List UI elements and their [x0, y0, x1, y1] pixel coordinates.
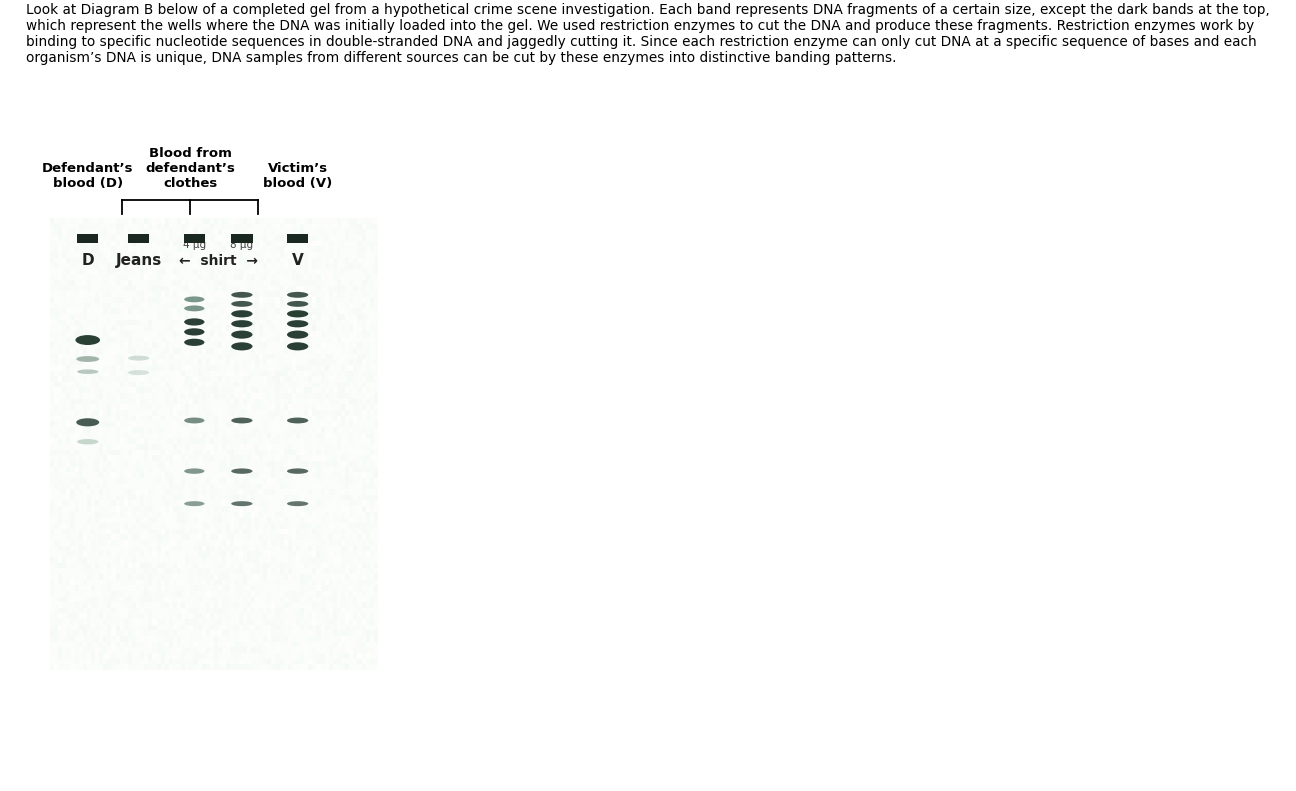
- Ellipse shape: [184, 468, 205, 474]
- Ellipse shape: [286, 418, 308, 423]
- Ellipse shape: [286, 310, 308, 317]
- Ellipse shape: [231, 292, 253, 297]
- FancyBboxPatch shape: [76, 234, 98, 243]
- Ellipse shape: [231, 418, 253, 423]
- Ellipse shape: [286, 343, 308, 350]
- Ellipse shape: [286, 292, 308, 297]
- Ellipse shape: [76, 439, 98, 445]
- Text: V: V: [292, 253, 303, 268]
- Ellipse shape: [184, 305, 205, 312]
- Ellipse shape: [75, 335, 100, 345]
- Text: Blood from
defendant’s
clothes: Blood from defendant’s clothes: [145, 147, 235, 190]
- Ellipse shape: [128, 356, 149, 361]
- FancyBboxPatch shape: [231, 234, 253, 243]
- Ellipse shape: [128, 370, 149, 375]
- Ellipse shape: [76, 356, 100, 362]
- Ellipse shape: [184, 339, 205, 346]
- Text: 8 μg: 8 μg: [231, 240, 254, 250]
- Ellipse shape: [231, 301, 253, 307]
- Ellipse shape: [76, 369, 98, 374]
- Ellipse shape: [231, 310, 253, 317]
- Ellipse shape: [184, 328, 205, 335]
- Text: Victim’s
blood (V): Victim’s blood (V): [263, 162, 332, 190]
- Ellipse shape: [76, 418, 100, 426]
- Ellipse shape: [231, 331, 253, 339]
- Ellipse shape: [184, 418, 205, 423]
- Ellipse shape: [184, 297, 205, 302]
- Ellipse shape: [286, 320, 308, 327]
- FancyBboxPatch shape: [286, 234, 308, 243]
- Ellipse shape: [184, 501, 205, 506]
- Ellipse shape: [231, 343, 253, 350]
- Ellipse shape: [231, 468, 253, 474]
- Text: 4 μg: 4 μg: [183, 240, 206, 250]
- Ellipse shape: [286, 301, 308, 307]
- Text: Defendant’s
blood (D): Defendant’s blood (D): [41, 162, 133, 190]
- Ellipse shape: [286, 468, 308, 474]
- Text: ←  shirt  →: ← shirt →: [179, 254, 258, 268]
- Text: D: D: [82, 253, 95, 268]
- Text: Jeans: Jeans: [115, 253, 162, 268]
- Ellipse shape: [231, 501, 253, 506]
- Ellipse shape: [184, 318, 205, 326]
- Text: Look at Diagram B below of a completed gel from a hypothetical crime scene inves: Look at Diagram B below of a completed g…: [26, 2, 1270, 65]
- FancyBboxPatch shape: [184, 234, 205, 243]
- FancyBboxPatch shape: [128, 234, 149, 243]
- Ellipse shape: [286, 331, 308, 339]
- Ellipse shape: [231, 320, 253, 327]
- Ellipse shape: [286, 501, 308, 506]
